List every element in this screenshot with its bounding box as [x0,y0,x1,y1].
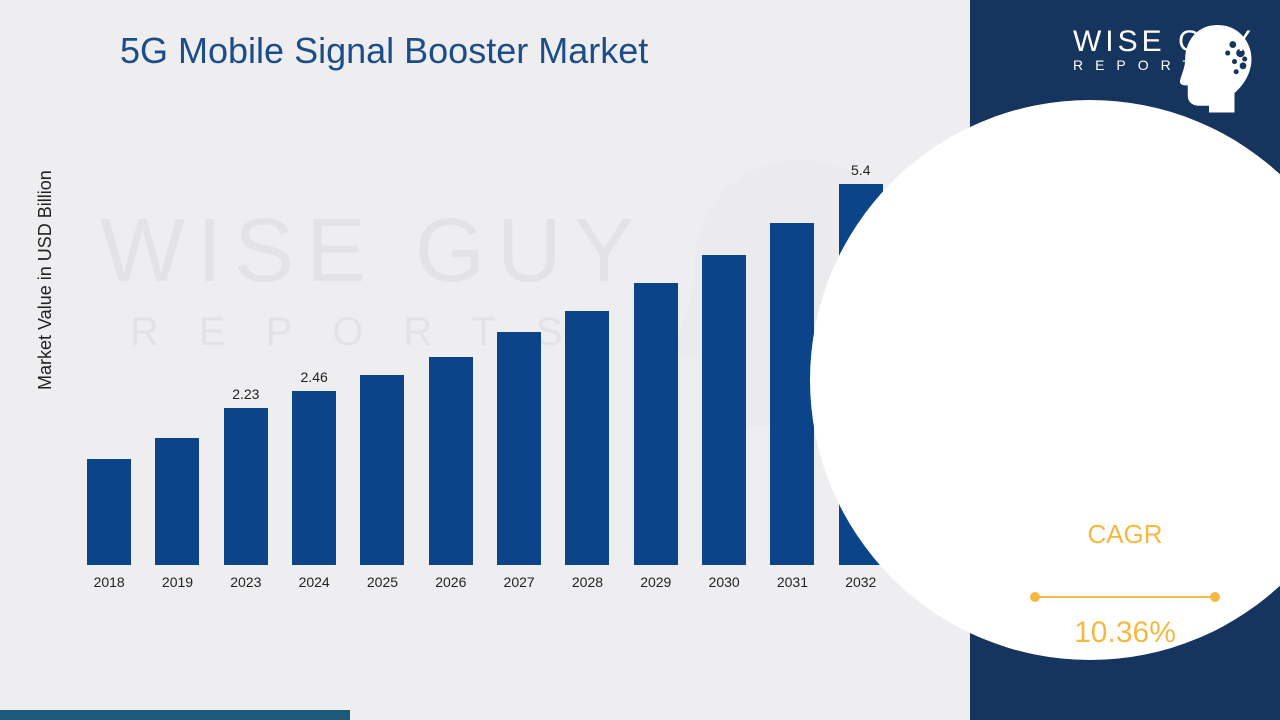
cagr-divider [1035,596,1215,598]
bar-group: 2.46 [284,369,344,565]
chart-title: 5G Mobile Signal Booster Market [120,30,648,72]
y-axis-label: Market Value in USD Billion [35,170,56,390]
bar [497,332,541,565]
x-tick-label: 2018 [79,574,139,590]
bar-chart: 2.232.465.4 2018201920232024202520262027… [75,170,895,590]
cagr-label: CAGR [1005,519,1245,550]
bar [565,311,609,565]
bar-value-label: 5.4 [851,162,870,180]
bar [770,223,814,565]
bar [87,459,131,565]
bar [634,283,678,565]
x-tick-label: 2030 [694,574,754,590]
x-tick-label: 2024 [284,574,344,590]
x-tick-label: 2019 [147,574,207,590]
x-tick-label: 2031 [762,574,822,590]
x-tick-label: 2025 [352,574,412,590]
x-tick-label: 2023 [216,574,276,590]
bar [224,408,268,565]
bar-group [79,437,139,565]
logo-line2: REPORTS [1073,57,1255,73]
logo-line1: WISE GUY [1073,25,1255,59]
bar [429,357,473,565]
x-tick-label: 2027 [489,574,549,590]
bar-group [147,416,207,565]
bar [155,438,199,565]
brand-logo: WISE GUY REPORTS [1073,25,1255,73]
bottom-accent-bar [0,710,350,720]
bar [360,375,404,565]
bar-value-label: 2.46 [301,369,328,387]
bars-container: 2.232.465.4 [75,170,895,565]
cagr-block: CAGR (2019-2032) 10.36% [1005,519,1245,650]
x-axis-labels: 2018 2019 2023 2024 2025 2026 2027 2028 2029 2030… [75,574,895,590]
bar-group [421,335,481,565]
bar-group [489,310,549,565]
bar-group [694,233,754,565]
cagr-value: 10.36% [1005,616,1245,650]
bar-value-label: 2.23 [232,386,259,404]
x-tick-label: 2026 [421,574,481,590]
sidebar-panel: WISE GUY REPORTS CAGR (2019-2032) 10.36% [970,0,1280,720]
cagr-range: (2019-2032) [1005,552,1245,578]
bar-group [352,353,412,565]
bar-group [557,289,617,565]
x-tick-label: 2028 [557,574,617,590]
bar-group [626,261,686,565]
bar-group: 2.23 [216,386,276,565]
bar [702,255,746,565]
bar [292,391,336,565]
x-tick-label: 2032 [831,574,891,590]
x-tick-label: 2029 [626,574,686,590]
